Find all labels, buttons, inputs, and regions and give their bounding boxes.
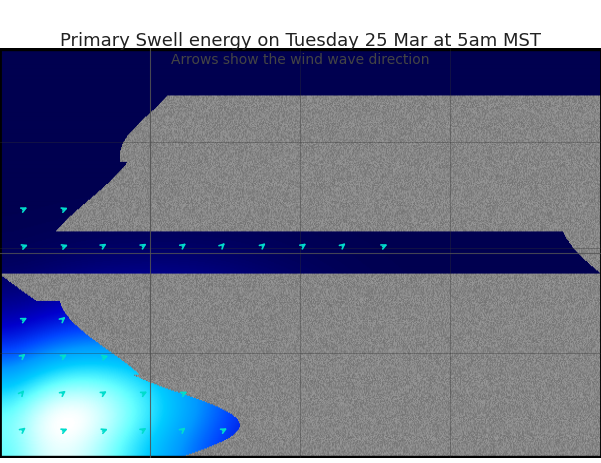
Bar [0, 49, 601, 51]
Bar [0, 456, 601, 458]
Text: Arrows show the wind wave direction: Arrows show the wind wave direction [171, 53, 430, 67]
Text: Primary Swell energy on Tuesday 25 Mar at 5am MST: Primary Swell energy on Tuesday 25 Mar a… [60, 32, 541, 50]
